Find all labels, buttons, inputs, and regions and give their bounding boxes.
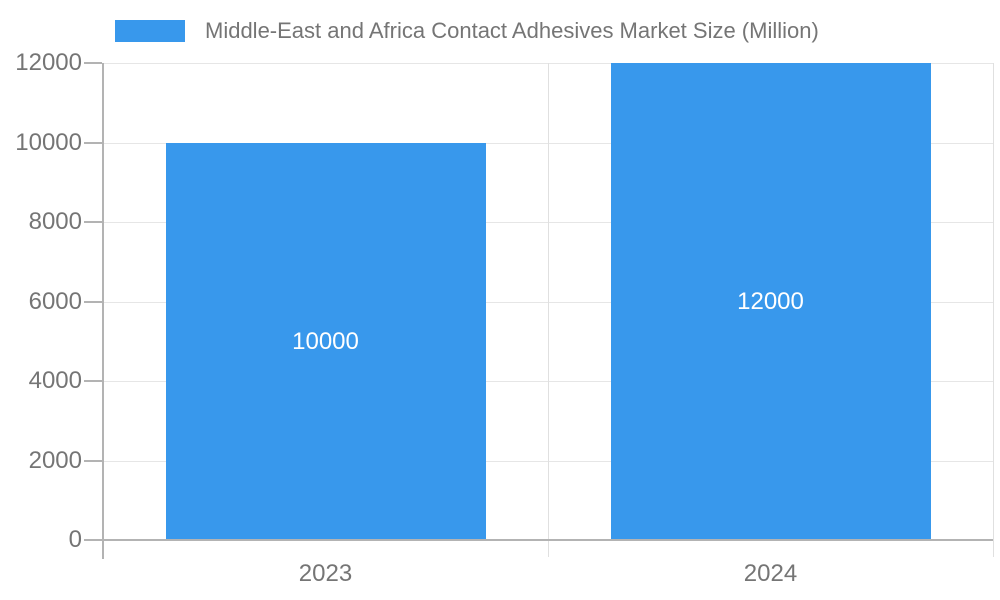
y-tick-mark (84, 142, 102, 144)
x-tick-label: 2024 (743, 560, 798, 587)
bar-2023[interactable] (166, 143, 486, 539)
y-tick-label: 2000 (28, 447, 82, 474)
y-tick-label: 4000 (28, 367, 82, 394)
bar-2024[interactable] (611, 63, 931, 539)
category-separator (548, 63, 549, 557)
x-axis-line (102, 539, 993, 541)
y-tick-mark (84, 301, 102, 303)
x-tick-label: 2023 (298, 560, 353, 587)
y-tick-label: 8000 (28, 208, 82, 235)
chart-title: Middle-East and Africa Contact Adhesives… (205, 18, 819, 43)
bar-value-label: 12000 (737, 288, 804, 315)
y-tick-mark (84, 380, 102, 382)
y-tick-label: 6000 (28, 288, 82, 315)
y-axis-line (102, 63, 104, 559)
y-tick-mark (84, 460, 102, 462)
y-tick-label: 0 (68, 526, 82, 553)
legend-swatch (115, 20, 185, 42)
bar-value-label: 10000 (292, 328, 359, 355)
y-tick-mark (84, 539, 102, 541)
plot-right-border (993, 63, 994, 557)
y-tick-mark (84, 221, 102, 223)
y-tick-mark (84, 62, 102, 64)
chart-legend[interactable]: Middle-East and Africa Contact Adhesives… (115, 18, 819, 44)
y-tick-label: 12000 (15, 49, 82, 76)
y-tick-label: 10000 (15, 129, 82, 156)
